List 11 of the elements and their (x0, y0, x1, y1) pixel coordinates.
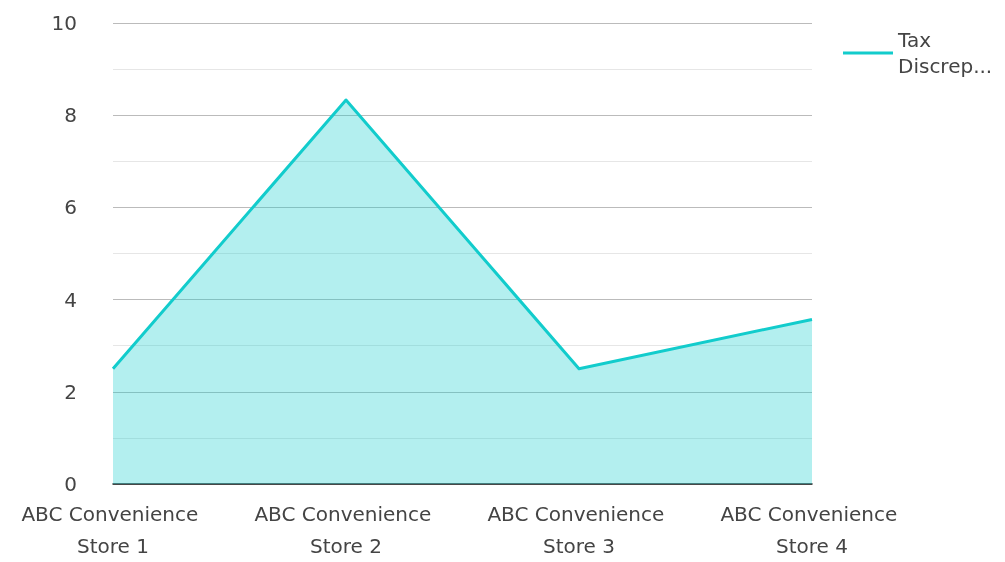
y-tick-label: 10 (51, 11, 77, 35)
y-tick-label: 8 (64, 103, 77, 128)
y-tick-label: 6 (64, 195, 77, 220)
x-tick-label: ABC Convenience Store 1 (21, 502, 205, 558)
x-tick-label: ABC Convenience Store 2 (254, 502, 438, 558)
y-tick-label: 2 (64, 379, 77, 404)
y-tick-label: 0 (64, 472, 77, 496)
y-tick-label: 4 (64, 287, 77, 312)
legend-label: Tax Discrep... (897, 28, 993, 78)
x-tick-label: ABC Convenience Store 4 (720, 502, 904, 558)
x-tick-label: ABC Convenience Store 3 (487, 502, 671, 558)
